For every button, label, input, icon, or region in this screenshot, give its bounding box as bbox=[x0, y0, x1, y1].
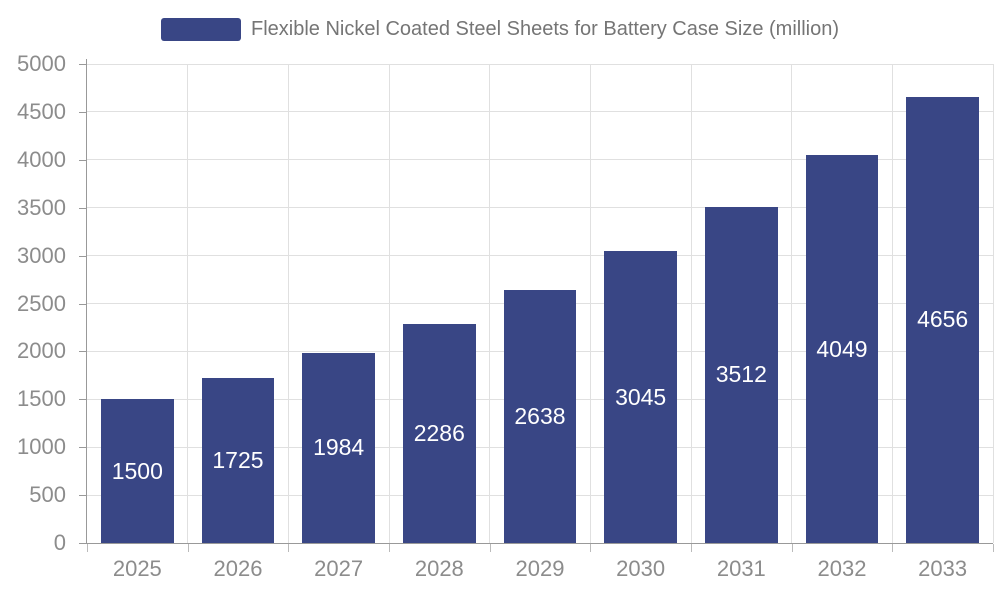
bar[interactable]: 2286 bbox=[402, 324, 476, 543]
y-axis-tick-label: 3500 bbox=[17, 194, 66, 220]
x-axis-tick bbox=[187, 544, 189, 552]
x-axis-tick-label: 2030 bbox=[616, 556, 666, 581]
y-axis-tick-label: 4500 bbox=[17, 98, 66, 124]
y-axis-line bbox=[86, 59, 87, 543]
bar[interactable]: 3512 bbox=[704, 206, 778, 543]
y-axis-tick-label: 1000 bbox=[17, 434, 66, 460]
x-axis-tick bbox=[993, 544, 994, 552]
y-axis-tick-label: 500 bbox=[29, 482, 66, 508]
bar[interactable]: 1500 bbox=[100, 399, 174, 543]
y-axis-tick bbox=[79, 351, 87, 353]
bar[interactable]: 2638 bbox=[503, 290, 577, 543]
gridline-horizontal bbox=[87, 111, 993, 113]
x-axis-tick bbox=[590, 544, 592, 552]
y-axis-tick-label: 2000 bbox=[17, 338, 66, 364]
x-axis-tick bbox=[892, 544, 894, 552]
y-axis-tick bbox=[79, 207, 87, 209]
bar[interactable]: 4049 bbox=[805, 155, 879, 543]
x-axis-line bbox=[87, 543, 993, 544]
gridline-horizontal bbox=[87, 255, 993, 257]
x-axis-tick-label: 2029 bbox=[515, 556, 565, 581]
bar-value-label: 1725 bbox=[212, 446, 264, 473]
legend-swatch-icon bbox=[160, 18, 241, 41]
gridline-vertical bbox=[489, 64, 491, 543]
bar-value-label: 3045 bbox=[615, 383, 667, 410]
x-axis-tick bbox=[691, 544, 692, 552]
x-axis-tick bbox=[791, 544, 793, 552]
y-axis-tick bbox=[79, 495, 87, 497]
y-axis-tick bbox=[79, 159, 87, 161]
y-axis-tick-label: 5000 bbox=[17, 51, 66, 76]
gridline-horizontal bbox=[87, 159, 993, 161]
x-axis-tick bbox=[389, 544, 390, 552]
y-axis-tick bbox=[79, 399, 87, 401]
y-axis-tick-label: 0 bbox=[53, 530, 66, 555]
x-axis-tick bbox=[288, 544, 290, 552]
x-axis-tick bbox=[489, 544, 491, 552]
y-axis-tick bbox=[79, 64, 87, 65]
y-axis-tick-label: 2500 bbox=[17, 290, 66, 316]
gridline-vertical bbox=[791, 64, 793, 543]
y-axis-tick bbox=[79, 303, 87, 305]
gridline-vertical bbox=[589, 64, 591, 543]
legend-item[interactable]: Flexible Nickel Coated Steel Sheets for … bbox=[160, 18, 840, 41]
bar-value-label: 2286 bbox=[413, 420, 465, 446]
gridline-vertical bbox=[187, 64, 189, 543]
x-axis-tick-label: 2025 bbox=[112, 556, 162, 581]
bar-value-label: 1984 bbox=[313, 434, 365, 461]
x-axis-tick-label: 2028 bbox=[414, 556, 464, 581]
x-axis-tick-label: 2033 bbox=[918, 556, 968, 581]
x-axis-tick bbox=[87, 544, 88, 552]
gridline-vertical bbox=[287, 64, 289, 543]
y-axis-tick bbox=[79, 111, 87, 113]
legend: Flexible Nickel Coated Steel Sheets for … bbox=[0, 18, 1000, 41]
y-axis-tick bbox=[79, 447, 87, 449]
y-axis-tick bbox=[79, 255, 87, 257]
bar[interactable]: 1984 bbox=[302, 352, 376, 543]
bar-value-label: 3512 bbox=[715, 361, 767, 388]
legend-label: Flexible Nickel Coated Steel Sheets for … bbox=[250, 18, 840, 40]
gridline-horizontal bbox=[87, 63, 993, 65]
plot-area: 1500 1725 1984 2286 2638 3045 3512 4049 4656 bbox=[87, 63, 994, 543]
bar-value-label: 4656 bbox=[917, 306, 969, 333]
bar-value-label: 1500 bbox=[111, 457, 163, 484]
y-axis-tick bbox=[79, 543, 87, 544]
bar[interactable]: 4656 bbox=[906, 96, 980, 543]
gridline-vertical bbox=[690, 64, 692, 543]
y-axis-tick-label: 1500 bbox=[17, 386, 66, 412]
gridline-vertical bbox=[992, 64, 994, 543]
bar-value-label: 2638 bbox=[514, 403, 566, 430]
y-axis-tick-label: 3000 bbox=[17, 242, 66, 268]
bar[interactable]: 1725 bbox=[201, 377, 275, 543]
bar-value-label: 4049 bbox=[816, 335, 868, 362]
y-axis-tick-label: 4000 bbox=[17, 146, 66, 172]
x-axis-tick-label: 2031 bbox=[716, 556, 766, 581]
bar[interactable]: 3045 bbox=[604, 251, 678, 543]
gridline-vertical bbox=[891, 64, 893, 543]
x-axis-tick-label: 2026 bbox=[213, 556, 263, 581]
gridline-horizontal bbox=[87, 207, 993, 209]
x-axis-tick-label: 2032 bbox=[817, 556, 867, 581]
gridline-vertical bbox=[388, 64, 390, 543]
x-axis-tick-label: 2027 bbox=[314, 556, 364, 581]
